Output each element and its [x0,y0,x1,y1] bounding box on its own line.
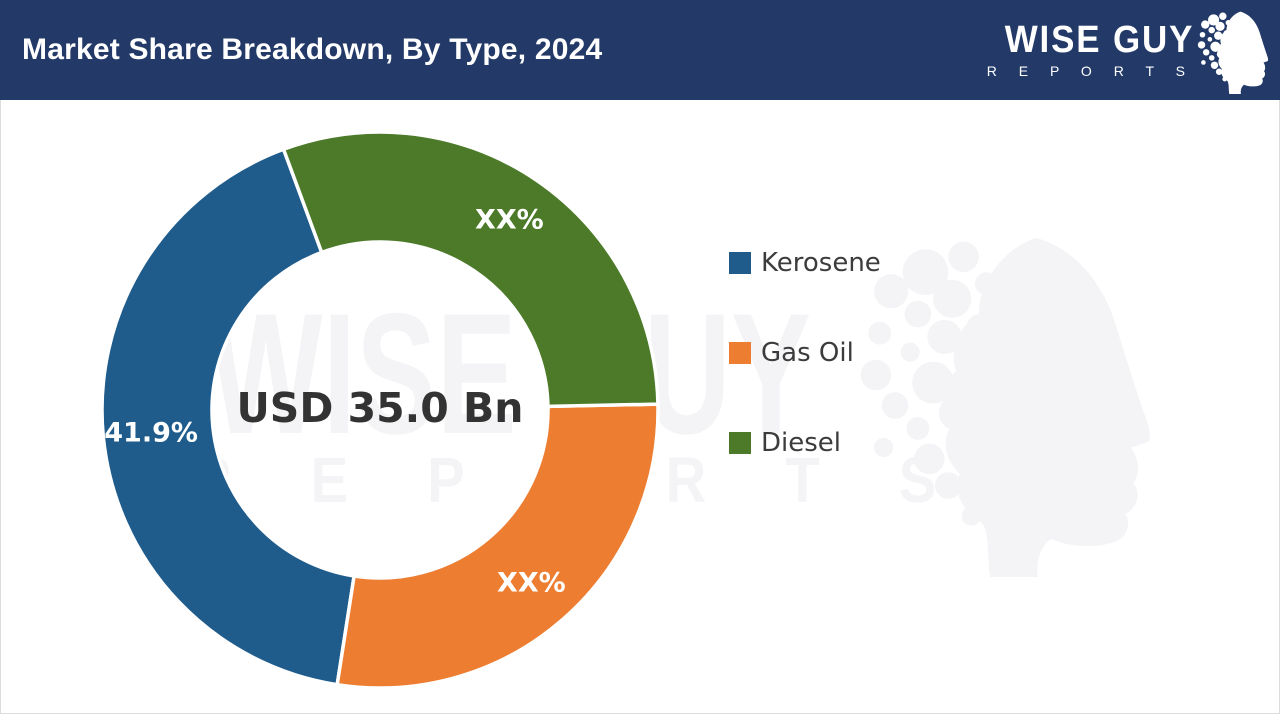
legend-swatch-diesel [729,432,751,454]
legend-item-kerosene: Kerosene [729,248,881,278]
legend-label-diesel: Diesel [761,428,842,458]
legend-item-gas-oil: Gas Oil [729,338,881,368]
brand-logo: WISE GUY R E P O R T S [987,6,1270,94]
legend-label-kerosene: Kerosene [761,248,881,278]
donut-center-value: USD 35.0 Bn [236,384,524,432]
watermark-brand-text: WISE GUY [209,278,812,470]
brand-subtitle: R E P O R T S [986,62,1194,79]
legend-item-diesel: Diesel [729,428,881,458]
donut-segment-diesel [281,130,660,409]
donut-segment-gas-oil [335,402,660,690]
legend-swatch-kerosene [729,252,751,274]
legend-swatch-gas-oil [729,342,751,364]
chart-legend: Kerosene Gas Oil Diesel [729,248,881,520]
legend-label-gas-oil: Gas Oil [761,338,854,368]
page-title: Market Share Breakdown, By Type, 2024 [22,33,603,66]
brand-logo-text: WISE GUY R E P O R T S [986,19,1194,79]
segment-percent-label-diesel: XX% [475,204,544,235]
header-bar: Market Share Breakdown, By Type, 2024 WI… [0,0,1280,100]
donut-segment-kerosene [100,147,356,687]
brand-name: WISE GUY [1004,19,1194,62]
segment-percent-label-gas-oil: XX% [497,568,566,599]
segment-percent-label-kerosene: 41.9% [104,417,198,448]
